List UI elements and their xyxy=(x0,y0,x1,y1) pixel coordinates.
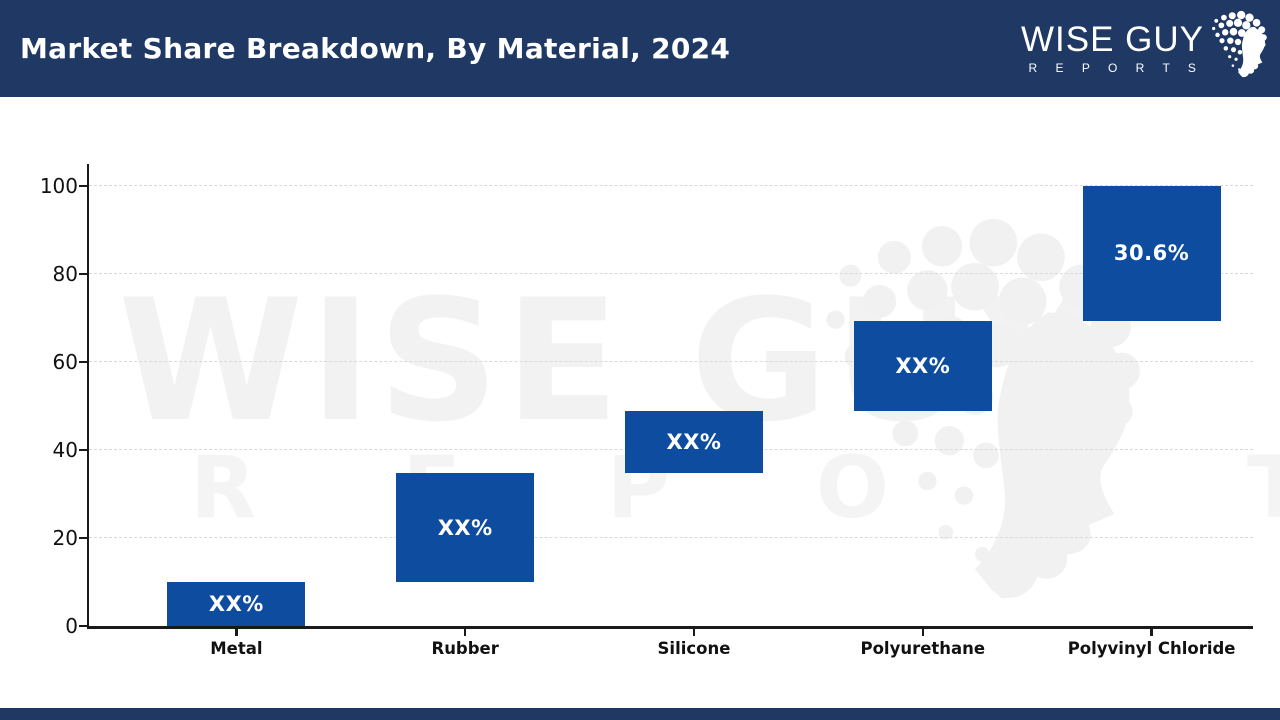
y-tick-label: 60 xyxy=(52,350,78,374)
brand-logo: WISE GUY R E P O R T S xyxy=(1021,8,1270,90)
logo-head-icon xyxy=(1212,10,1267,77)
y-axis-line xyxy=(86,164,89,629)
y-tick-mark xyxy=(79,624,87,628)
x-tick-mark xyxy=(463,628,467,636)
y-tick-label: 20 xyxy=(52,526,78,550)
gridline xyxy=(89,273,1253,274)
bar-value-label: XX% xyxy=(666,430,722,455)
y-tick-label: 0 xyxy=(65,614,78,638)
x-tick-mark xyxy=(1150,628,1153,636)
y-tick-label: 100 xyxy=(39,174,78,198)
y-tick-mark xyxy=(79,360,87,364)
x-tick-mark xyxy=(692,628,696,636)
bar-value-label: XX% xyxy=(437,515,493,540)
header-bar: Market Share Breakdown, By Material, 202… xyxy=(0,0,1280,97)
y-tick-mark xyxy=(79,184,87,188)
x-tick-label: Polyvinyl Chloride xyxy=(1067,639,1236,658)
chart-title: Market Share Breakdown, By Material, 202… xyxy=(20,32,731,65)
x-tick-label: Silicone xyxy=(657,639,731,658)
gridline xyxy=(89,537,1253,538)
bar-segment: 30.6% xyxy=(1082,186,1221,321)
logo-wordmark: WISE GUY xyxy=(1020,20,1204,59)
bar-segment: XX% xyxy=(853,320,992,412)
logo-subtitle: R E P O R T S xyxy=(1028,61,1204,75)
brand-logo-text: WISE GUY R E P O R T S xyxy=(1021,22,1204,75)
y-tick-mark xyxy=(79,448,87,452)
y-tick-mark xyxy=(79,272,87,276)
x-tick-mark xyxy=(921,628,925,636)
bar-segment: XX% xyxy=(396,473,535,582)
bar-value-label: 30.6% xyxy=(1113,241,1190,266)
bar-segment: XX% xyxy=(167,582,306,626)
bar-value-label: XX% xyxy=(208,592,264,616)
x-tick-mark xyxy=(235,628,238,636)
footer-bar xyxy=(0,708,1280,720)
bar-value-label: XX% xyxy=(895,353,951,378)
chart-area: WISE GUY R E P O R T S 020406080100XX%XX… xyxy=(0,97,1280,708)
gridline xyxy=(89,185,1253,186)
y-tick-mark xyxy=(79,536,87,540)
y-tick-label: 80 xyxy=(52,262,78,286)
y-tick-label: 40 xyxy=(52,438,78,462)
x-tick-label: Polyurethane xyxy=(860,639,986,658)
x-tick-label: Rubber xyxy=(431,639,499,658)
x-axis-line xyxy=(86,626,1253,629)
bar-segment: XX% xyxy=(625,411,763,474)
gridline xyxy=(89,361,1253,362)
x-tick-label: Metal xyxy=(210,639,263,658)
